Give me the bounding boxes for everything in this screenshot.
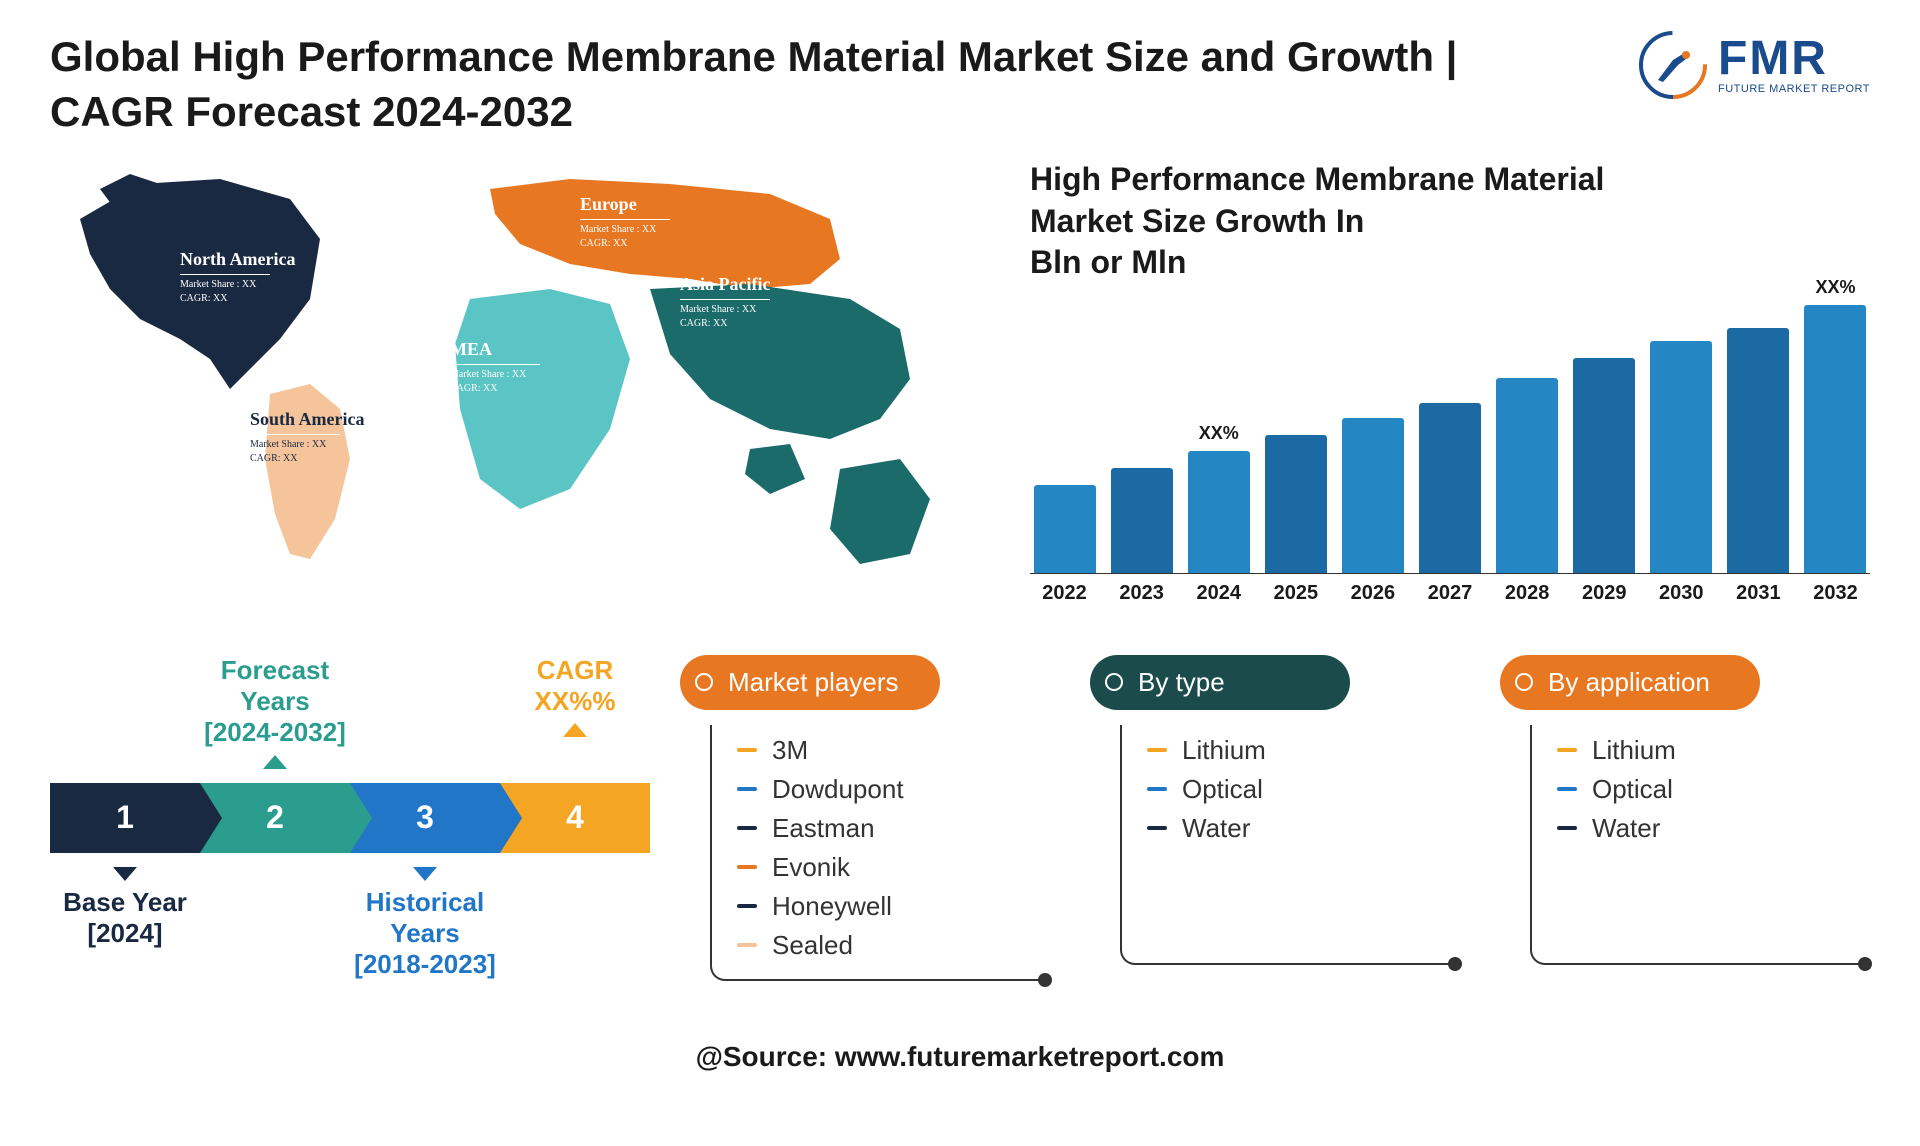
bar-year-label: 2024 [1184,582,1253,605]
chart-title-l2: Market Size Growth In [1030,203,1364,239]
bar-year-label: 2025 [1261,582,1330,605]
bar-rect [1650,341,1712,573]
timeline-segment-2: 2 [200,783,350,853]
logo-text: FMR FUTURE MARKET REPORT [1718,35,1870,95]
info-list: Lithium Optical Water [1530,725,1870,965]
info-item: Lithium [1557,735,1870,766]
info-item: Sealed [737,930,1050,961]
bars-container: XX% XX% [1030,294,1870,574]
header: Global High Performance Membrane Materia… [50,30,1870,139]
logo-tagline: FUTURE MARKET REPORT [1718,83,1870,95]
info-pill: Market players [680,655,940,710]
region-europe: EuropeMarket Share : XXCAGR: XX [580,194,670,251]
bar-2029 [1570,358,1639,573]
bar-rect [1573,358,1635,573]
bar-rect [1342,418,1404,573]
bar-rect [1419,403,1481,573]
world-map: North AmericaMarket Share : XXCAGR: XX So… [50,159,970,579]
bar-2031 [1724,328,1793,573]
bar-labels: 2022 2023 2024 2025 2026 2027 2028 2029 2030 2031… [1030,574,1870,605]
info-boxes: Market players 3M Dowdupont Eastman Evonik Ho… [680,655,1870,981]
region-asia-pacific: Asia PacificMarket Share : XXCAGR: XX [680,274,770,331]
bar-rect [1804,305,1866,573]
info-box-by-type: By type Lithium Optical Water [1090,655,1460,981]
bar-2022 [1030,485,1099,573]
bar-year-label: 2029 [1570,582,1639,605]
bar-2028 [1493,378,1562,573]
bar-rect [1496,378,1558,573]
logo: FMR FUTURE MARKET REPORT [1638,30,1870,100]
info-item: Optical [1147,774,1460,805]
info-item: Water [1147,813,1460,844]
bottom-section: Forecast Years [2024-2032] CAGR XX%% 123… [50,655,1870,981]
bar-2030 [1647,341,1716,573]
bar-rect [1727,328,1789,573]
bar-2032: XX% [1801,305,1870,573]
info-item: Lithium [1147,735,1460,766]
info-list: 3M Dowdupont Eastman Evonik Honeywell Sealed [710,725,1050,981]
info-pill: By application [1500,655,1760,710]
timeline-segment-4: 4 [500,783,650,853]
info-box-market-players: Market players 3M Dowdupont Eastman Evonik Ho… [680,655,1050,981]
timeline-segment-1: 1 [50,783,200,853]
bar-year-label: 2030 [1647,582,1716,605]
bar-year-label: 2027 [1415,582,1484,605]
bar-2024: XX% [1184,451,1253,573]
logo-fmr: FMR [1718,35,1870,83]
bar-rect [1188,451,1250,573]
telescope-icon [1638,30,1708,100]
timeline: Forecast Years [2024-2032] CAGR XX%% 123… [50,655,650,980]
base-year-label: Base Year [2024] [50,861,200,981]
bar-2025 [1261,435,1330,573]
info-box-by-application: By application Lithium Optical Water [1500,655,1870,981]
bar-2023 [1107,468,1176,573]
main-content: North AmericaMarket Share : XXCAGR: XX So… [50,159,1870,605]
region-mea: MEAMarket Share : XXCAGR: XX [450,339,540,396]
cagr-label: CAGR XX%% [500,655,650,775]
bar-annotation: XX% [1815,277,1855,298]
bar-2026 [1338,418,1407,573]
info-item: Honeywell [737,891,1050,922]
source-attribution: @Source: www.futuremarketreport.com [50,1041,1870,1073]
bar-rect [1034,485,1096,573]
timeline-segment-3: 3 [350,783,500,853]
chart-title-l1: High Performance Membrane Material [1030,161,1604,197]
page-title: Global High Performance Membrane Materia… [50,30,1500,139]
bar-rect [1111,468,1173,573]
info-item: Dowdupont [737,774,1050,805]
info-list: Lithium Optical Water [1120,725,1460,965]
chart-title: High Performance Membrane Material Marke… [1030,159,1870,284]
region-north-america: North AmericaMarket Share : XXCAGR: XX [180,249,295,306]
bar-chart: High Performance Membrane Material Marke… [1010,159,1870,605]
bar-year-label: 2028 [1493,582,1562,605]
bar-year-label: 2022 [1030,582,1099,605]
bar-annotation: XX% [1199,423,1239,444]
bar-year-label: 2032 [1801,582,1870,605]
bar-year-label: 2026 [1338,582,1407,605]
region-south-america: South AmericaMarket Share : XXCAGR: XX [250,409,365,466]
info-item: 3M [737,735,1050,766]
info-item: Eastman [737,813,1050,844]
bar-year-label: 2023 [1107,582,1176,605]
info-item: Optical [1557,774,1870,805]
timeline-bar: 1234 [50,783,650,853]
info-pill: By type [1090,655,1350,710]
bar-rect [1265,435,1327,573]
info-item: Water [1557,813,1870,844]
historical-label: Historical Years [2018-2023] [350,861,500,981]
forecast-label: Forecast Years [2024-2032] [200,655,350,775]
bar-2027 [1415,403,1484,573]
info-item: Evonik [737,852,1050,883]
chart-title-l3: Bln or Mln [1030,244,1186,280]
bar-year-label: 2031 [1724,582,1793,605]
